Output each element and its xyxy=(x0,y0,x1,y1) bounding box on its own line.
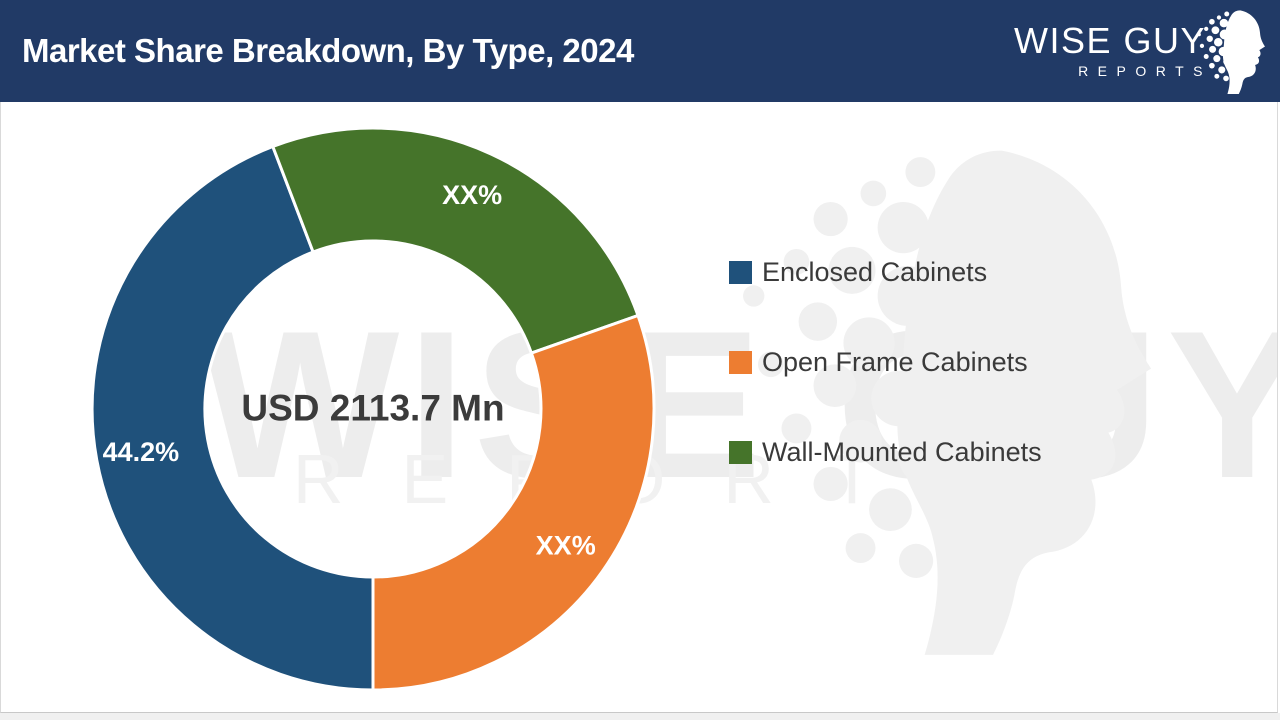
segment-label: XX% xyxy=(536,530,596,560)
legend-item-enclosed-cabinets[interactable]: Enclosed Cabinets xyxy=(729,256,1042,288)
chart-area: WISE GUY REPORTS 44.2% XX% XX% USD 2113.7 M… xyxy=(0,102,1278,713)
donut-segment-enclosed-cabinets[interactable] xyxy=(90,144,375,692)
wiseguy-logo: WISE GUY REPORTS xyxy=(1014,7,1270,95)
legend-label: Open Frame Cabinets xyxy=(762,346,1028,377)
donut-segment-wall-mounted-cabinets[interactable] xyxy=(270,126,640,356)
logo-subtext: REPORTS xyxy=(1078,63,1212,79)
donut-center-value: USD 2113.7 Mn xyxy=(241,388,504,429)
legend-swatch-blue xyxy=(729,260,752,284)
legend-label: Wall-Mounted Cabinets xyxy=(762,436,1042,467)
segment-label: XX% xyxy=(442,180,502,210)
segment-label: 44.2% xyxy=(103,437,180,467)
legend-item-open-frame-cabinets[interactable]: Open Frame Cabinets xyxy=(729,346,1042,378)
legend-swatch-orange xyxy=(729,350,752,374)
legend-item-wall-mounted-cabinets[interactable]: Wall-Mounted Cabinets xyxy=(729,436,1042,468)
donut-chart: 44.2% XX% XX% USD 2113.7 Mn xyxy=(90,126,656,692)
logo-text: WISE GUY REPORTS xyxy=(1013,20,1206,80)
donut-segment-open-frame-cabinets[interactable] xyxy=(371,313,656,692)
legend: Enclosed Cabinets Open Frame Cabinets Wa… xyxy=(729,256,1042,526)
footer-strip xyxy=(0,713,1280,720)
legend-swatch-green xyxy=(729,440,752,464)
header: Market Share Breakdown, By Type, 2024 WI… xyxy=(0,0,1280,102)
page-title: Market Share Breakdown, By Type, 2024 xyxy=(22,32,634,69)
legend-label: Enclosed Cabinets xyxy=(762,256,988,287)
logo-wordmark: WISE GUY xyxy=(1013,20,1206,61)
